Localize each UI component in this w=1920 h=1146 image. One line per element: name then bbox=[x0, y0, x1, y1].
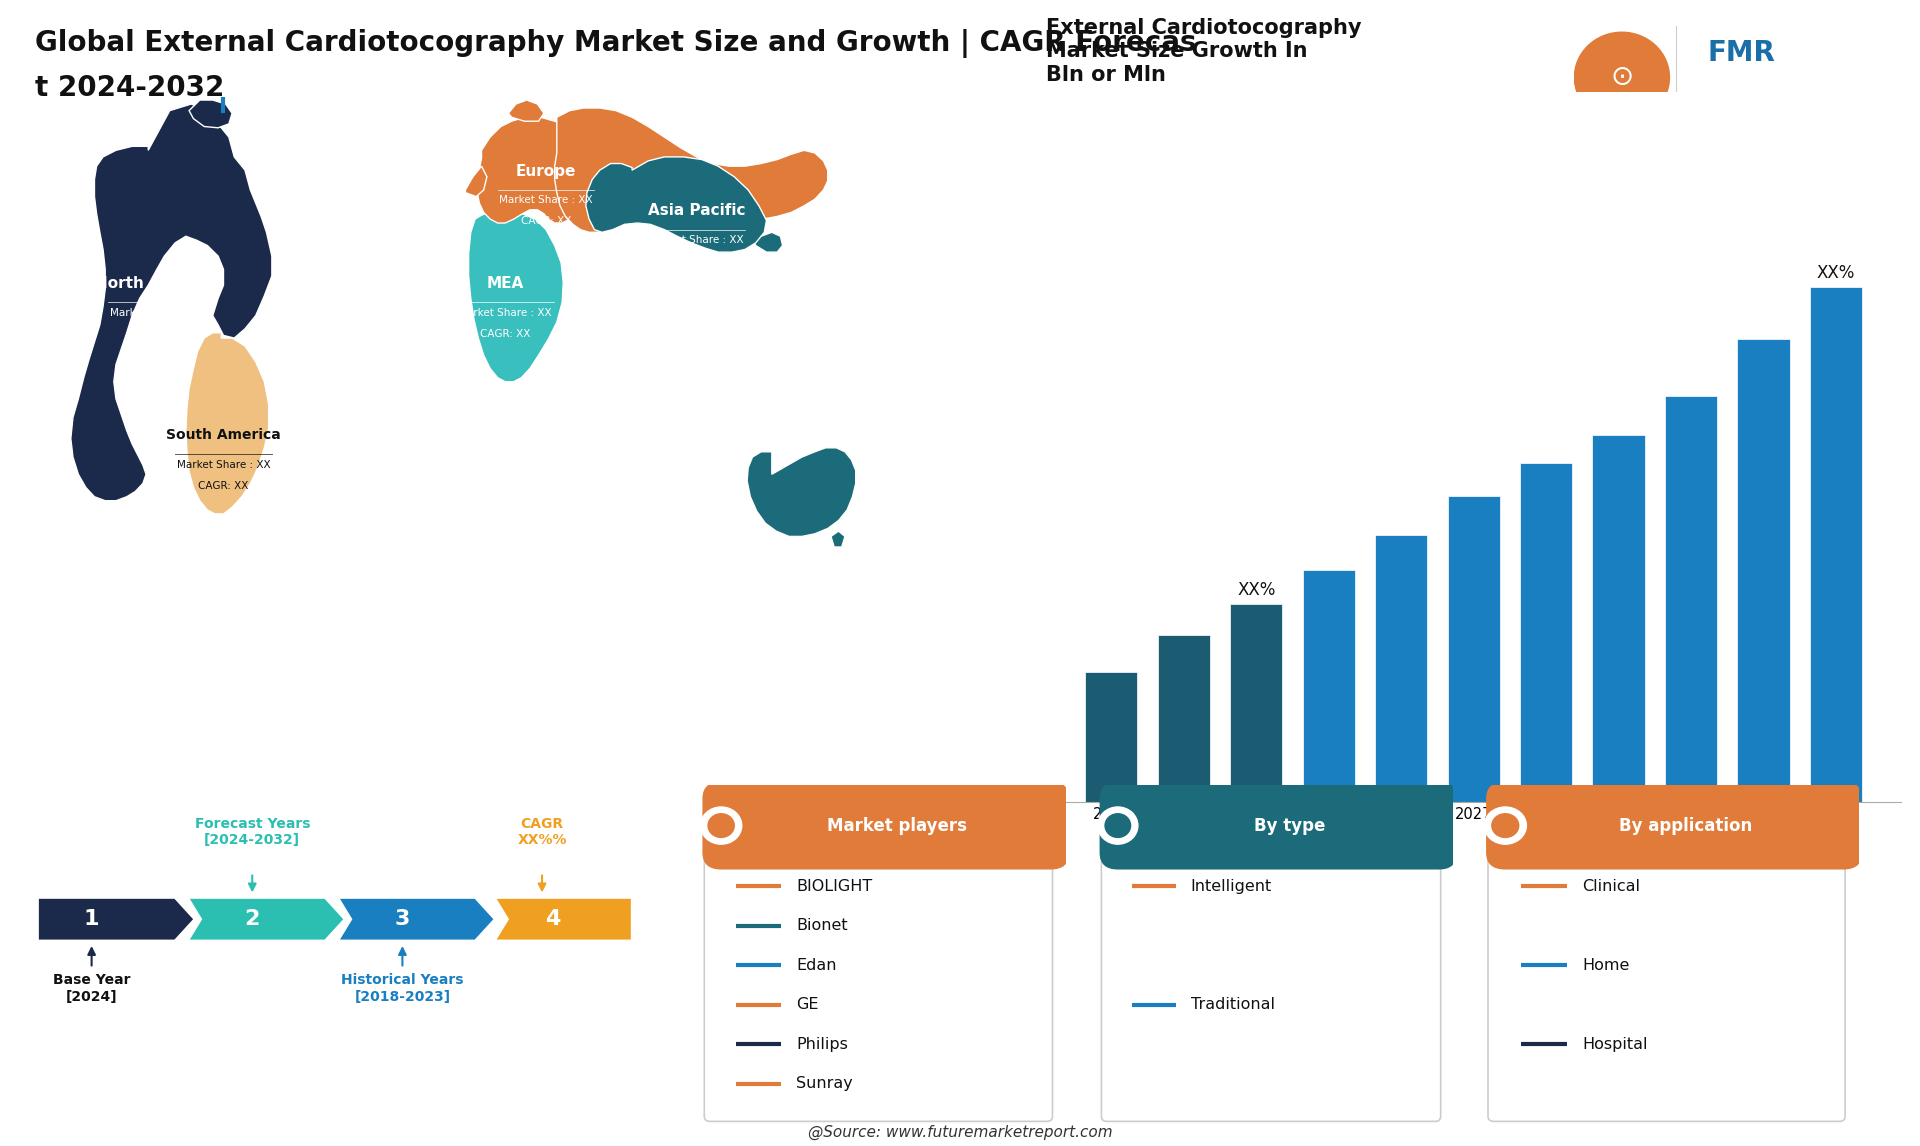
Text: South America: South America bbox=[167, 427, 280, 442]
Bar bbox=[1302, 571, 1356, 802]
Circle shape bbox=[1574, 32, 1668, 123]
Polygon shape bbox=[478, 117, 603, 223]
Text: 1: 1 bbox=[84, 909, 100, 929]
Text: Market Share : XX: Market Share : XX bbox=[649, 235, 743, 245]
Bar bbox=[1231, 604, 1283, 802]
Polygon shape bbox=[586, 157, 766, 252]
Text: Market Share : XX: Market Share : XX bbox=[499, 195, 593, 205]
Text: Historical Years
[2018-2023]: Historical Years [2018-2023] bbox=[342, 973, 463, 1004]
Text: t 2024-2032: t 2024-2032 bbox=[35, 74, 225, 102]
Text: XX%: XX% bbox=[1236, 581, 1275, 599]
Text: Sunray: Sunray bbox=[797, 1076, 852, 1091]
Polygon shape bbox=[338, 897, 495, 941]
Text: Philips: Philips bbox=[797, 1037, 849, 1052]
FancyBboxPatch shape bbox=[1488, 854, 1845, 1122]
Text: GE: GE bbox=[797, 997, 818, 1012]
Text: Bionet: Bionet bbox=[797, 918, 847, 933]
Bar bbox=[1665, 395, 1716, 802]
Text: Traditional: Traditional bbox=[1190, 997, 1275, 1012]
Text: Forecast Years
[2024-2032]: Forecast Years [2024-2032] bbox=[194, 817, 309, 847]
Text: Market Share : XX: Market Share : XX bbox=[177, 460, 271, 470]
Polygon shape bbox=[751, 229, 783, 252]
Text: Home: Home bbox=[1582, 958, 1630, 973]
Text: By application: By application bbox=[1619, 817, 1753, 834]
Polygon shape bbox=[555, 108, 828, 233]
Text: XX%: XX% bbox=[1816, 264, 1855, 282]
Circle shape bbox=[1484, 807, 1526, 845]
Text: CAGR
XX%%: CAGR XX%% bbox=[516, 817, 566, 847]
Bar bbox=[1738, 339, 1789, 802]
Text: Asia Pacific: Asia Pacific bbox=[647, 203, 745, 218]
Bar bbox=[1375, 535, 1427, 802]
Circle shape bbox=[1098, 807, 1139, 845]
Text: Europe: Europe bbox=[516, 164, 576, 179]
Polygon shape bbox=[831, 531, 845, 547]
Polygon shape bbox=[468, 210, 563, 382]
Text: North America: North America bbox=[94, 276, 219, 291]
Text: 4: 4 bbox=[545, 909, 561, 929]
Text: Clinical: Clinical bbox=[1582, 879, 1640, 894]
Text: BIOLIGHT: BIOLIGHT bbox=[797, 879, 872, 894]
Text: CAGR: XX: CAGR: XX bbox=[672, 256, 722, 266]
Polygon shape bbox=[188, 100, 232, 128]
Text: CAGR: XX: CAGR: XX bbox=[198, 481, 250, 490]
Circle shape bbox=[1106, 814, 1131, 838]
Text: 2: 2 bbox=[244, 909, 259, 929]
Circle shape bbox=[701, 807, 741, 845]
Text: Global External Cardiotocography Market Size and Growth | CAGR Forecas: Global External Cardiotocography Market … bbox=[35, 29, 1196, 57]
Text: Market Share : XX: Market Share : XX bbox=[459, 307, 553, 317]
Text: CAGR: XX: CAGR: XX bbox=[480, 329, 530, 339]
Text: FMR: FMR bbox=[1707, 39, 1776, 68]
Polygon shape bbox=[465, 166, 488, 197]
Text: CAGR: XX: CAGR: XX bbox=[520, 217, 572, 227]
Text: ⊙: ⊙ bbox=[1611, 63, 1634, 92]
Polygon shape bbox=[747, 448, 856, 536]
Text: MEA: MEA bbox=[486, 276, 524, 291]
FancyBboxPatch shape bbox=[703, 782, 1069, 870]
Polygon shape bbox=[188, 897, 346, 941]
FancyBboxPatch shape bbox=[1486, 782, 1862, 870]
FancyBboxPatch shape bbox=[705, 854, 1052, 1122]
Polygon shape bbox=[71, 104, 273, 501]
Text: Intelligent: Intelligent bbox=[1190, 879, 1273, 894]
Polygon shape bbox=[495, 897, 632, 941]
Polygon shape bbox=[509, 100, 543, 121]
Text: Edan: Edan bbox=[797, 958, 837, 973]
Bar bbox=[1811, 288, 1862, 802]
Text: External Cardiotocography
Market Size Growth In
Bln or Mln: External Cardiotocography Market Size Gr… bbox=[1046, 18, 1361, 85]
Text: 3: 3 bbox=[396, 909, 411, 929]
Polygon shape bbox=[38, 897, 194, 941]
Text: Market players: Market players bbox=[828, 817, 968, 834]
FancyBboxPatch shape bbox=[1102, 854, 1440, 1122]
Bar bbox=[1521, 463, 1572, 802]
Text: Market Share : XX: Market Share : XX bbox=[109, 307, 204, 317]
Circle shape bbox=[708, 814, 733, 838]
Bar bbox=[1592, 434, 1645, 802]
Bar bbox=[1085, 672, 1137, 802]
Polygon shape bbox=[186, 332, 269, 513]
Circle shape bbox=[1492, 814, 1519, 838]
Bar bbox=[1158, 635, 1210, 802]
Text: CAGR: XX: CAGR: XX bbox=[132, 329, 182, 339]
FancyBboxPatch shape bbox=[1100, 782, 1457, 870]
Text: @Source: www.futuremarketreport.com: @Source: www.futuremarketreport.com bbox=[808, 1125, 1112, 1140]
Text: By type: By type bbox=[1254, 817, 1325, 834]
Text: Hospital: Hospital bbox=[1582, 1037, 1647, 1052]
Text: Base Year
[2024]: Base Year [2024] bbox=[54, 973, 131, 1004]
Text: FUTURE MARKET REPORT: FUTURE MARKET REPORT bbox=[1707, 94, 1816, 103]
Bar bbox=[1448, 496, 1500, 802]
